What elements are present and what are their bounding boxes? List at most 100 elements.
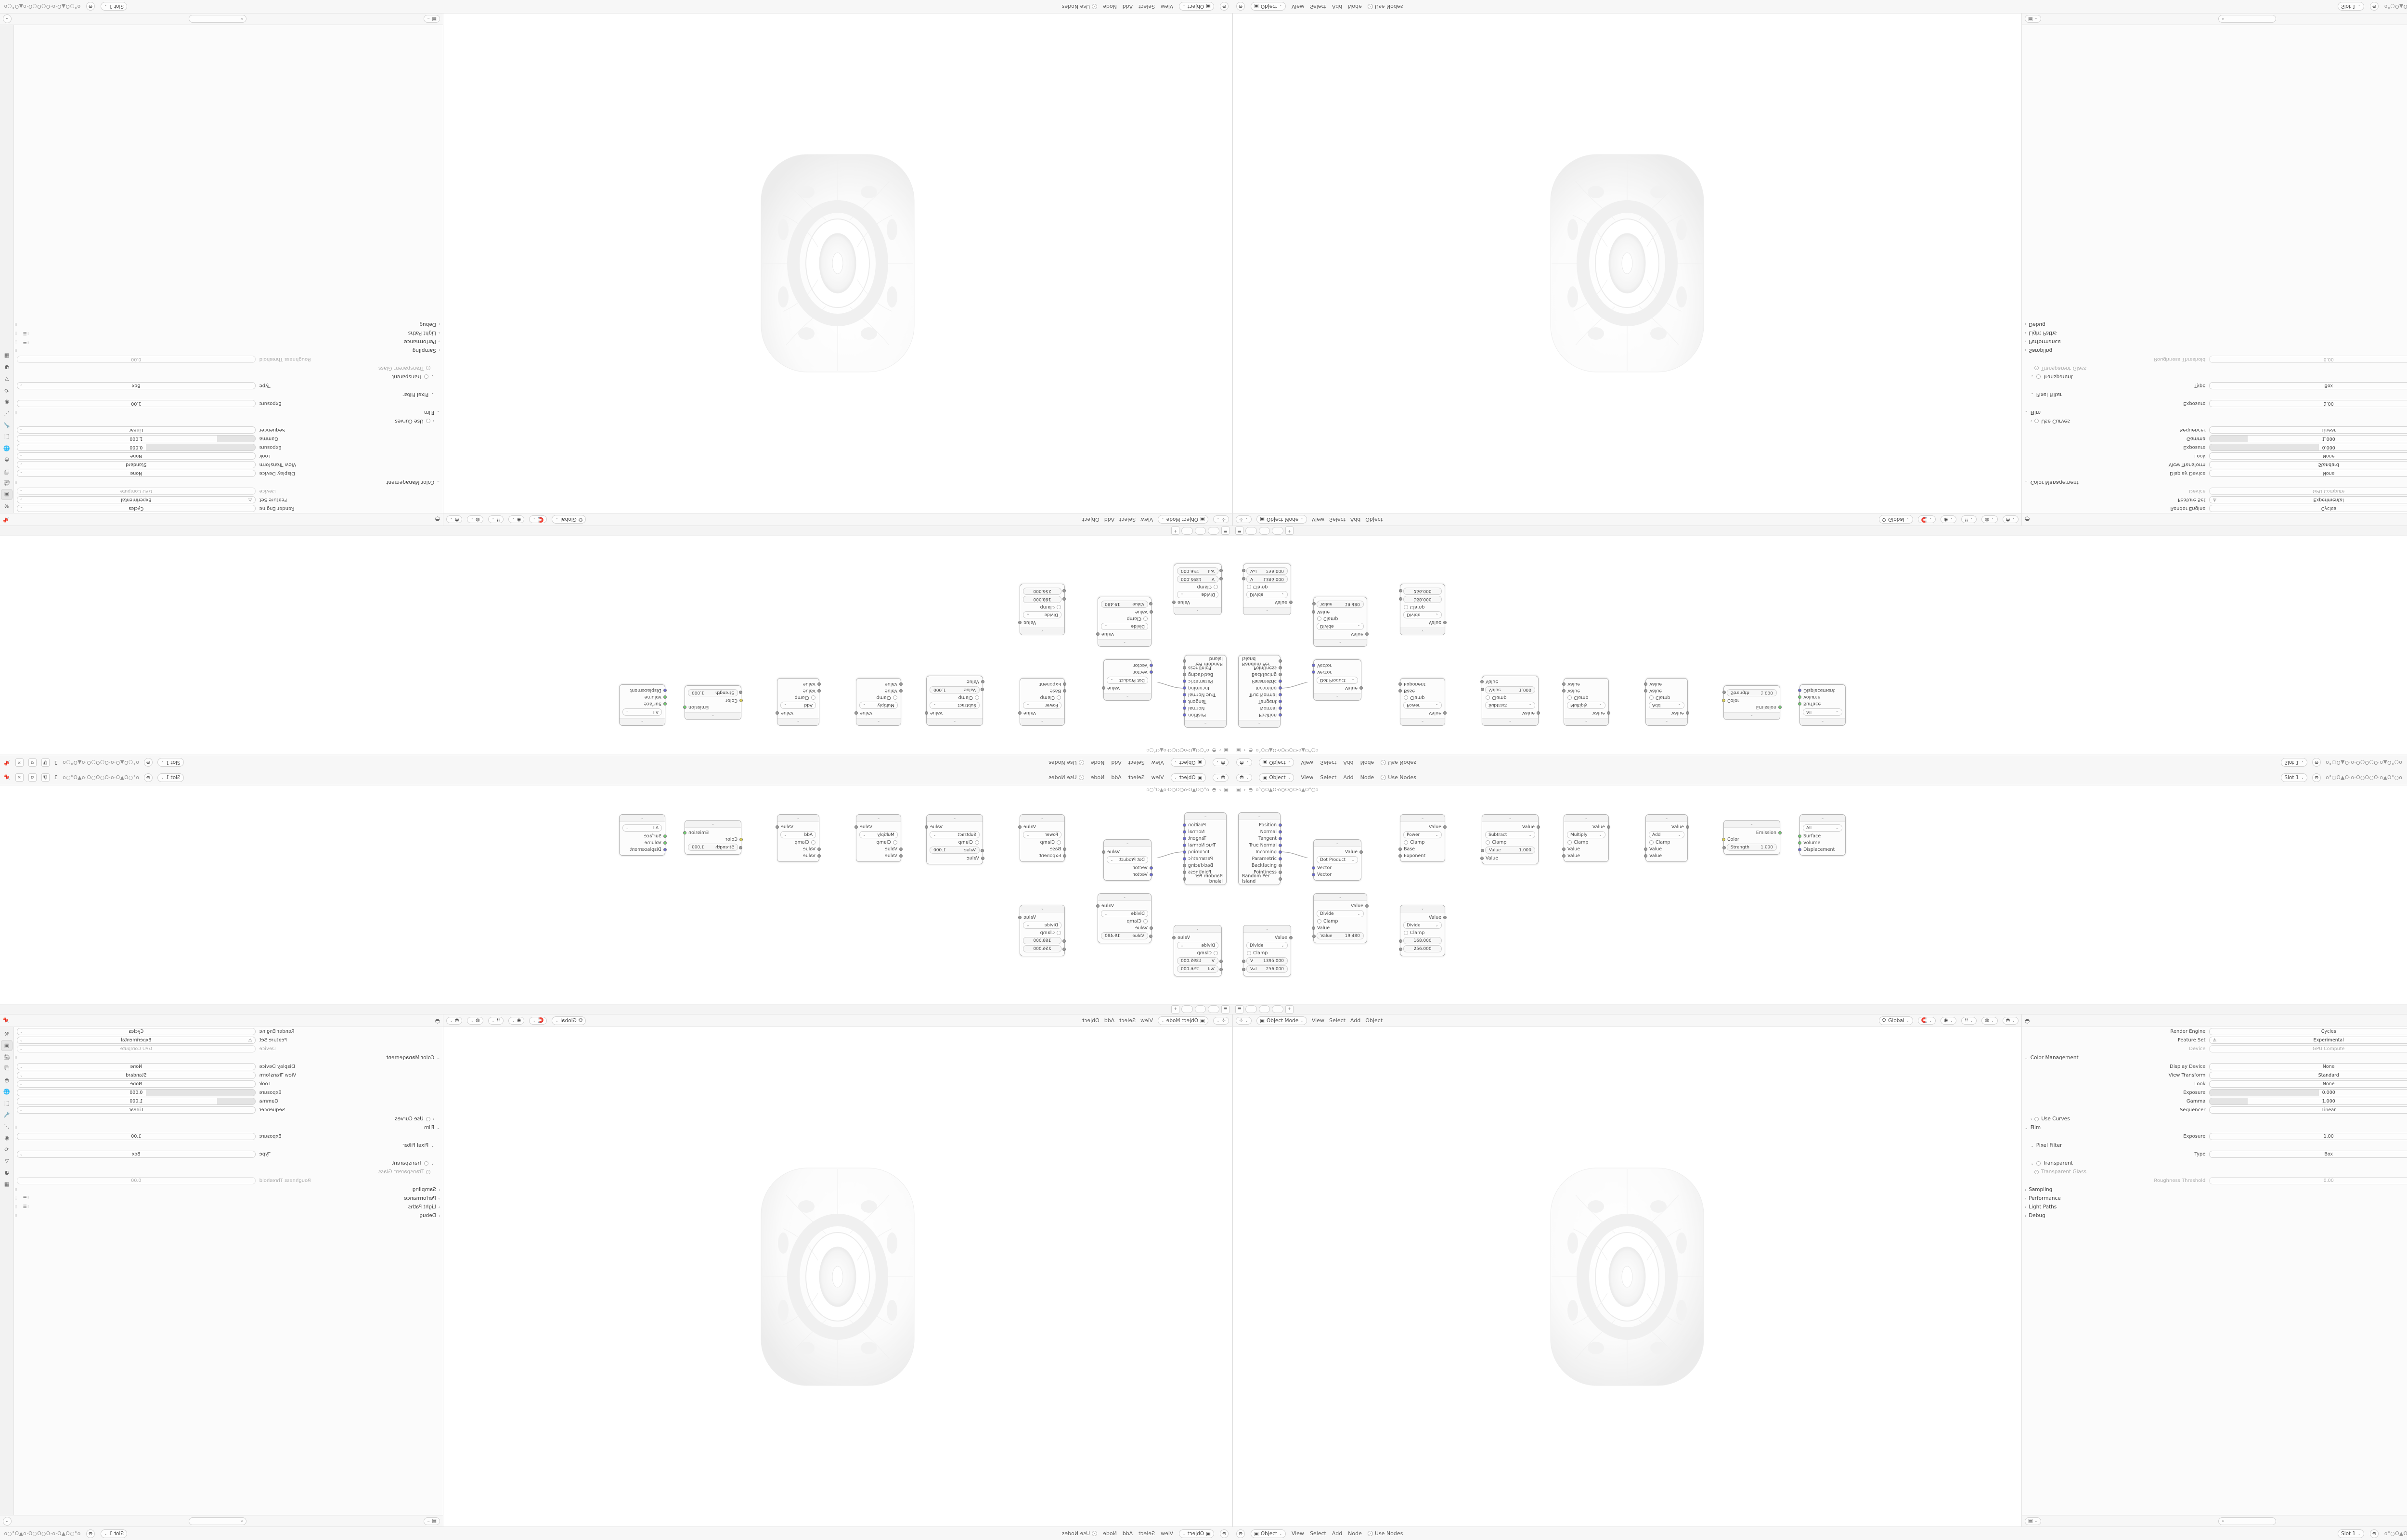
use-nodes-checkbox[interactable]: ✓ Use Nodes (1048, 774, 1084, 781)
node-output-row[interactable]: Value (1243, 934, 1293, 941)
viewport-3d[interactable]: ⊹ ⌄ ▣ Object Mode ⌄ View Select Add Objec… (1232, 1014, 2022, 1527)
node-output-row[interactable]: Normal (1239, 705, 1282, 712)
socket-position[interactable] (1279, 713, 1282, 717)
row-feature-set[interactable]: Feature Set ⚠Experimental⌄ (2022, 496, 2407, 504)
shading-mode-toggle[interactable]: ◍ ⌄ (467, 1016, 483, 1025)
radio-icon[interactable] (424, 374, 429, 379)
node-input-row[interactable]: Value (856, 681, 903, 688)
node-header[interactable]: ⌄ (1400, 718, 1445, 725)
socket-value-b[interactable] (817, 854, 821, 858)
section-pixel-filter[interactable]: ⌄ Pixel Filter (14, 390, 443, 399)
operation-dropdown[interactable]: Divide ⌄ (1317, 623, 1364, 630)
node-math-add[interactable]: ⌄ Value Add ⌄ Clamp Value Value (1644, 678, 1689, 726)
viewport-canvas[interactable] (443, 1027, 1232, 1527)
value-field[interactable]: Value 1.000 (1481, 686, 1535, 693)
node-output-row[interactable]: Normal (1239, 828, 1282, 835)
material-name[interactable]: o°○O▲O·o·O○O○O·o▲O°○o (2384, 3, 2407, 10)
row-sequencer[interactable]: Sequencer Linear⌄ (2022, 1106, 2407, 1114)
shader-type-selector[interactable]: ▣ Object ⌄ (1179, 1529, 1214, 1538)
value-field-1[interactable]: 168.000 (1023, 937, 1066, 944)
shader-type-selector[interactable]: ▣ Object ⌄ (1179, 2, 1214, 11)
socket-value-b[interactable] (1062, 947, 1066, 951)
node-output-row[interactable]: Position (1239, 821, 1282, 828)
node-math-power[interactable]: ⌄ Value Power ⌄ Clamp Base Exponent (1018, 678, 1066, 726)
use-nodes-checkbox[interactable]: ✓ Use Nodes (1048, 759, 1084, 766)
node-math-divide-c[interactable]: ⌄ Value Divide ⌄ Clamp V 1395.000 Val 256.0… (1242, 925, 1293, 976)
node-math-divide-a[interactable]: ⌄ Value Divide ⌄ Clamp Value Value 19.480 (1312, 893, 1369, 943)
material-name[interactable]: o°○O▲O·o·O○O○O·o▲O°○o (4, 3, 81, 10)
node-output-row[interactable]: Value (1018, 619, 1064, 626)
socket-value-b[interactable] (1312, 602, 1316, 606)
operation-dropdown[interactable]: Divide ⌄ (1177, 591, 1218, 598)
menu-add[interactable]: Add (1104, 516, 1115, 523)
shading-modes[interactable]: ◓ ⌄ (2002, 515, 2019, 524)
row-render-engine[interactable]: Render Engine Cycles⌄ (2022, 504, 2407, 513)
node-input-row[interactable]: Vector (1104, 864, 1153, 871)
editor-type-selector[interactable]: ◓ ⌄ (1236, 773, 1253, 782)
menu-select[interactable]: Select (1309, 3, 1326, 10)
section-color-management[interactable]: ⌄ Color Management ⠿ (2022, 478, 2407, 487)
menu-view[interactable]: View (1161, 3, 1174, 10)
node-header[interactable]: ⌄ (1482, 718, 1538, 725)
socket-value-b[interactable] (899, 682, 903, 686)
node-output-row[interactable]: Value (1102, 848, 1151, 855)
socket-normal[interactable] (1279, 830, 1282, 834)
collection-pill-3[interactable] (1272, 1005, 1283, 1013)
row-look[interactable]: Look None⌄ (2022, 452, 2407, 460)
value-field-2[interactable]: Val 256.000 (1177, 567, 1223, 575)
node-input-row[interactable]: Color (685, 836, 743, 843)
operation-dropdown[interactable]: Multiply ⌄ (859, 702, 898, 709)
node-header[interactable]: ⌄ (1243, 925, 1291, 933)
menu-add[interactable]: Add (1343, 774, 1354, 781)
node-header[interactable]: ⌄ (1239, 720, 1280, 727)
section-color-management[interactable]: ⌄ Color Management ⠿ (2022, 1053, 2407, 1062)
node-header[interactable]: ⌄ (1104, 840, 1151, 847)
operation-dropdown[interactable]: Multiply ⌄ (859, 831, 898, 838)
node-output-row[interactable]: Random Per Island (1183, 656, 1226, 667)
socket-parametric[interactable] (1279, 680, 1282, 683)
radio-icon[interactable] (2036, 374, 2041, 379)
node-output-row[interactable]: Value (1400, 823, 1447, 830)
menu-select[interactable]: Select (1320, 774, 1337, 781)
tab-view-layer[interactable]: 🗇 (4, 1065, 10, 1071)
node-math-multiply[interactable]: ⌄ Value Multiply ⌄ Clamp Value Value (1562, 814, 1610, 862)
socket-random-per-island[interactable] (1279, 659, 1282, 663)
socket-value-b[interactable] (1312, 934, 1316, 938)
proportional-edit-toggle[interactable]: ◉ ⌄ (1940, 1016, 1957, 1025)
node-geometry[interactable]: ⌄ Position Normal Tangent True Normal In… (1238, 655, 1282, 728)
transform-orientation-selector[interactable]: ⛭ Global ⌄ (552, 1016, 586, 1025)
socket-value-b[interactable] (1562, 854, 1566, 858)
operation-dropdown[interactable]: Divide ⌄ (1023, 611, 1061, 618)
node-geometry[interactable]: ⌄ Position Normal Tangent True Normal In… (1238, 812, 1282, 885)
socket-value-out[interactable] (1686, 825, 1689, 829)
strength-field[interactable]: Strength 1.000 (688, 689, 742, 696)
torus-object[interactable] (1548, 153, 1707, 374)
row-display-device[interactable]: Display Device None⌄ (17, 1063, 443, 1071)
socket-tangent[interactable] (1183, 700, 1186, 704)
tab-texture[interactable]: ▦ (4, 353, 10, 359)
node-output-row[interactable]: Incoming (1183, 848, 1226, 855)
dropdown-render-engine[interactable]: Cycles⌄ (2209, 1028, 2407, 1035)
node-math-power[interactable]: ⌄ Value Power ⌄ Clamp Base Exponent (1018, 814, 1066, 862)
node-output-row[interactable]: Value (1400, 914, 1447, 921)
node-output-row[interactable]: Backfacing (1239, 671, 1282, 678)
row-feature-set[interactable]: Feature Set ⚠Experimental⌄ (2022, 1036, 2407, 1044)
socket-vector-a[interactable] (1150, 670, 1153, 674)
node-emission[interactable]: ⌄ Emission Color Strength 1.000 (683, 820, 743, 855)
menu-select[interactable]: Select (1329, 1017, 1346, 1024)
row-gamma[interactable]: Gamma 1.000 (2022, 435, 2407, 443)
socket-value-out[interactable] (776, 825, 779, 829)
collection-pill-2[interactable] (1194, 1005, 1206, 1013)
operation-dropdown[interactable]: Divide ⌄ (1246, 942, 1288, 949)
dropdown-pixel-filter-type[interactable]: Box⌄ (17, 382, 256, 389)
filter-list-icon[interactable]: ☰ (1235, 526, 1243, 535)
node-header[interactable]: ⌄ (1185, 813, 1226, 820)
node-output-row[interactable]: Value (1102, 685, 1151, 692)
editor-type-selector[interactable]: ⊹ ⌄ (1213, 1016, 1229, 1025)
node-input-row[interactable]: Displacement (1798, 846, 1845, 853)
value-field-1[interactable]: V 1395.000 (1242, 576, 1288, 583)
operation-dropdown[interactable]: Divide ⌄ (1317, 910, 1364, 917)
node-header[interactable]: ⌄ (1646, 718, 1687, 725)
node-output-row[interactable]: Value (1243, 599, 1293, 606)
value-field[interactable]: Value 1.000 (930, 847, 984, 854)
